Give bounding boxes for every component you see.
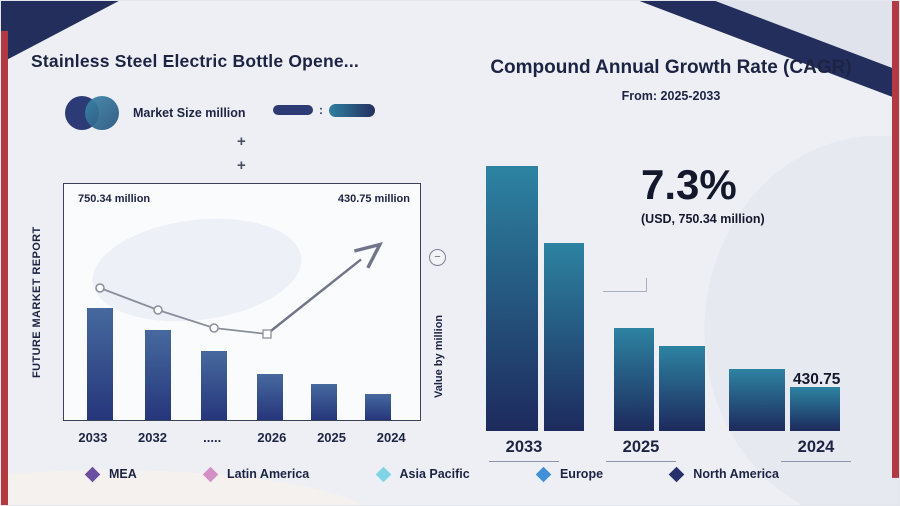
growth-arrow [266, 241, 384, 335]
left-red-strip [1, 30, 8, 505]
right-red-strip [892, 1, 899, 478]
right-chart-subtitle: From: 2025-2033 [621, 89, 721, 103]
legend-item: Europe [535, 466, 604, 482]
venn-circle-teal [85, 96, 119, 130]
year-label: 2033 [505, 438, 543, 456]
pill-teal [329, 103, 375, 117]
venn-circles-icon [65, 95, 121, 131]
trend-marker [209, 323, 219, 333]
market-size-legend-label: Market Size million [133, 106, 246, 120]
legend-item: North America [669, 466, 779, 482]
left-x-axis-label: 2024 [376, 430, 406, 445]
trend-marker [95, 283, 105, 293]
legend-label: Latin America [227, 467, 310, 481]
market-size-legend: Market Size million [65, 95, 246, 131]
legend-diamond-icon [669, 466, 685, 482]
right-chart-bar [790, 387, 840, 431]
legend-label: MEA [109, 467, 137, 481]
legend-label: North America [693, 467, 779, 481]
pill-navy [273, 105, 313, 115]
left-x-axis-label: 2025 [317, 430, 346, 445]
left-chart-bar [311, 384, 337, 420]
left-chart-bar [365, 394, 391, 420]
minus-circle-icon: − [429, 249, 446, 266]
trend-marker [153, 305, 163, 315]
cagr-note: (USD, 750.34 million) [641, 212, 765, 226]
right-chart-bar [729, 369, 785, 431]
trend-polyline [99, 287, 268, 335]
legend-diamond-icon [375, 466, 391, 482]
legend-item: Latin America [202, 466, 310, 482]
colon-icon: : [319, 103, 323, 117]
left-chart-max-value-label: 750.34 million [78, 193, 151, 205]
legend-pills: : [273, 103, 375, 117]
left-chart-bar [201, 351, 227, 420]
legend-diamond-icon [535, 466, 552, 482]
right-chart-title: Compound Annual Growth Rate (CAGR) [490, 57, 852, 78]
left-chart-y-axis-label: FUTURE MARKET REPORT [31, 226, 43, 378]
year-label: 2024 [797, 438, 835, 456]
legend-label: Europe [559, 467, 604, 481]
trend-line-overlay [95, 241, 384, 339]
year-label: 2025 [622, 438, 660, 456]
plus-icon: + [237, 133, 246, 150]
axis-underline [781, 461, 851, 462]
right-chart-bars [473, 159, 863, 431]
left-chart-title: Stainless Steel Electric Bottle Opene... [31, 51, 359, 71]
legend-diamond-icon [84, 466, 101, 482]
navy-corner-triangle [1, 1, 119, 63]
cagr-value: 7.3% [641, 161, 737, 208]
trend-marker-square [262, 329, 272, 339]
left-x-axis-label: 2033 [78, 430, 108, 445]
legend-item: MEA [84, 466, 137, 482]
right-x-axis-label: 2033 [489, 438, 559, 462]
axis-underline [606, 461, 676, 462]
left-chart-x-axis-labels: 2033 2032..... 2026 2025 2024 [63, 430, 421, 445]
right-chart-bar [544, 243, 584, 431]
left-chart-bar [87, 308, 113, 420]
legend-diamond-icon [202, 466, 219, 482]
right-chart-bar [659, 346, 705, 431]
right-chart-bar [614, 328, 654, 431]
region-legend: MEA Latin America Asia Pacific Europe North … [84, 466, 779, 482]
left-chart-bar [145, 330, 171, 420]
left-chart-end-value-label: 430.75 million [337, 193, 410, 205]
axis-underline [489, 461, 559, 462]
plus-icon: + [237, 157, 246, 174]
right-chart-y-axis-label: Value by million [433, 314, 445, 398]
legend-label: Asia Pacific [399, 467, 470, 481]
left-x-axis-label: 2026 [257, 430, 287, 445]
right-x-axis-label: 2024 [781, 438, 851, 462]
right-chart-bar [486, 166, 538, 431]
left-x-axis-label: ..... [203, 430, 222, 445]
right-x-axis-label: 2025 [606, 438, 676, 462]
corner-line-decoration [603, 278, 647, 292]
left-chart-bar [257, 374, 283, 420]
left-x-axis-label: 2032 [138, 430, 167, 445]
legend-item: Asia Pacific [375, 466, 470, 482]
left-bar-chart-panel: 750.34 million 430.75 million [63, 183, 421, 421]
right-chart-annotation: 430.75 [793, 371, 841, 388]
